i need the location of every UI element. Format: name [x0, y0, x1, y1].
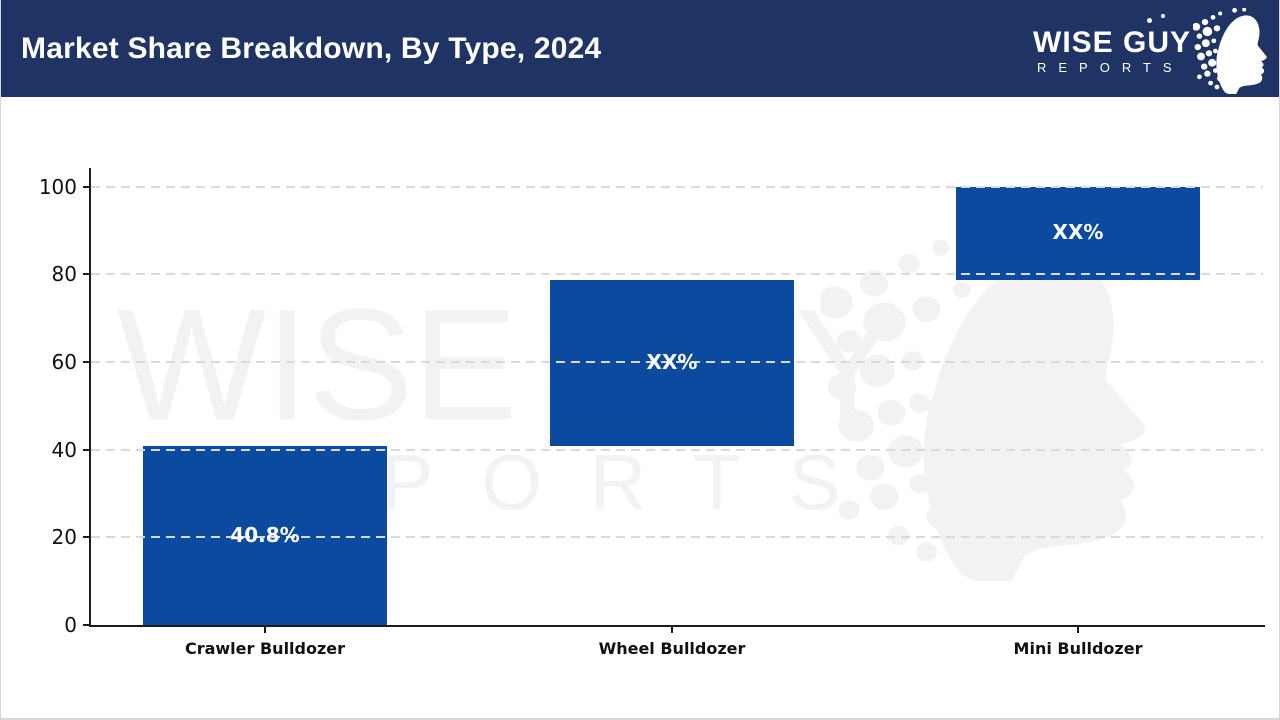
page-title: Market Share Breakdown, By Type, 2024: [21, 31, 602, 65]
gridline-60: [91, 360, 1263, 363]
logo-dot: [1161, 14, 1165, 18]
y-tick-label-100: 100: [38, 174, 77, 199]
x-tick-mini-bulldozer: [1077, 627, 1079, 633]
y-tick-40: [83, 448, 89, 451]
logo-face-icon: [1193, 8, 1267, 94]
bar-wheel-bulldozer: [550, 280, 794, 447]
logo-reports-text: REPORTS: [1037, 60, 1184, 75]
bar-value-label-mini-bulldozer: XX%: [1052, 220, 1104, 245]
y-tick-label-0: 0: [64, 613, 77, 637]
y-tick-label-20: 20: [51, 525, 77, 550]
x-axis-line: [89, 625, 1265, 627]
y-tick-100: [83, 185, 89, 188]
header-bar: Market Share Breakdown, By Type, 2024 WI…: [1, 0, 1279, 97]
gridline-20: [91, 536, 1263, 539]
y-tick-label-40: 40: [51, 437, 77, 462]
gridline-80: [91, 273, 1263, 276]
y-tick-80: [83, 273, 89, 276]
logo-dot: [1147, 18, 1152, 23]
bar-crawler-bulldozer: [143, 446, 387, 625]
x-label-mini-bulldozer: Mini Bulldozer: [1013, 639, 1143, 658]
x-label-crawler-bulldozer: Crawler Bulldozer: [184, 639, 346, 658]
y-tick-label-80: 80: [51, 262, 77, 287]
bar-value-label-crawler-bulldozer: 40.8%: [230, 522, 300, 547]
y-tick-60: [83, 360, 89, 363]
y-axis-line: [89, 168, 91, 627]
bar-mini-bulldozer: [956, 186, 1200, 281]
wise-guy-reports-logo: WISE GUY REPORTS: [1005, 6, 1267, 94]
x-tick-wheel-bulldozer: [671, 627, 673, 633]
bar-value-label-wheel-bulldozer: XX%: [646, 350, 698, 375]
y-tick-0: [83, 624, 89, 626]
gridline-40: [91, 448, 1263, 451]
watermark-face-icon: [821, 225, 1146, 581]
y-tick-20: [83, 536, 89, 539]
x-label-wheel-bulldozer: Wheel Bulldozer: [598, 639, 746, 658]
x-tick-crawler-bulldozer: [264, 627, 266, 633]
y-tick-label-60: 60: [51, 349, 77, 374]
gridline-100: [91, 185, 1263, 188]
logo-wiseguy-text: WISE GUY: [1033, 26, 1192, 59]
